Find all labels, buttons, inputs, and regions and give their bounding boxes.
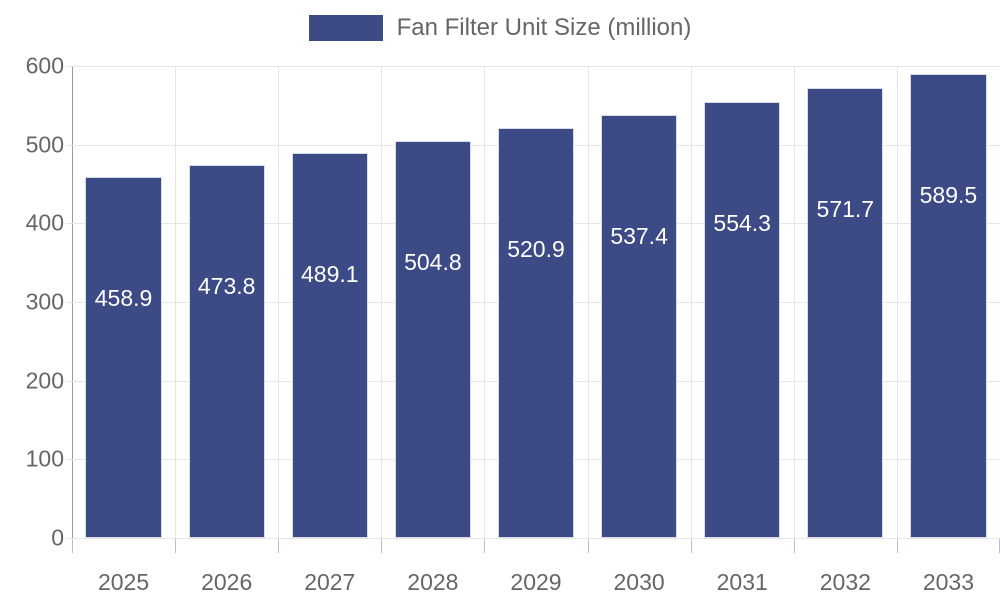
bar-value-label: 504.8 [404, 248, 462, 275]
bar[interactable] [704, 101, 781, 538]
bar-value-label: 489.1 [300, 261, 359, 288]
bar[interactable] [910, 74, 987, 538]
x-tick-label: 2032 [819, 569, 871, 595]
bar-value-label: 520.9 [507, 236, 565, 263]
x-tick-label: 2025 [97, 569, 150, 595]
gridline-vertical [484, 66, 485, 538]
y-tick-label: 500 [25, 131, 64, 158]
x-tick-mark [691, 539, 692, 553]
gridline-vertical [381, 66, 382, 538]
gridline-vertical [175, 66, 176, 538]
bar-value-label: 473.8 [197, 273, 256, 300]
bar[interactable] [291, 153, 368, 538]
gridline-vertical [588, 66, 589, 538]
y-tick-label: 100 [25, 445, 64, 472]
y-tick-label: 600 [25, 52, 64, 79]
y-tick-mark [66, 538, 73, 539]
x-tick-label: 2030 [613, 569, 665, 595]
chart-legend: Fan Filter Unit Size (million) [0, 8, 1000, 48]
legend-swatch-fan-filter-unit-size[interactable] [308, 15, 383, 41]
gridline-horizontal [72, 66, 1000, 67]
bar-value-label: 571.7 [816, 196, 875, 223]
bar[interactable] [497, 128, 575, 538]
y-tick-mark [66, 223, 73, 225]
gridline-vertical [278, 66, 279, 538]
x-tick-mark [72, 539, 73, 553]
y-tick-mark [66, 66, 73, 67]
bar[interactable] [600, 115, 678, 538]
y-tick-mark [66, 459, 73, 461]
bar[interactable] [188, 165, 265, 538]
gridline-vertical [794, 66, 795, 538]
y-axis-ticks: 0 100 200 300 400 500 600 [0, 0, 73, 600]
x-tick-label: 2028 [407, 569, 459, 595]
x-tick-mark [794, 539, 795, 553]
bar-value-label: 537.4 [610, 223, 668, 250]
y-tick-mark [66, 144, 73, 146]
x-tick-label: 2026 [201, 569, 253, 595]
y-tick-label: 0 [51, 524, 64, 551]
x-tick-mark [175, 539, 176, 553]
bar[interactable] [807, 88, 884, 538]
x-tick-label: 2031 [716, 569, 768, 595]
y-tick-label: 200 [25, 367, 64, 394]
y-tick-label: 400 [25, 209, 64, 236]
y-tick-mark [66, 380, 73, 382]
x-tick-mark [484, 539, 485, 553]
bar-value-label: 554.3 [713, 209, 771, 236]
bar-value-label: 589.5 [919, 182, 978, 209]
bar[interactable] [394, 140, 472, 538]
bar-value-label: 458.9 [94, 284, 153, 311]
bar[interactable] [85, 176, 162, 538]
x-tick-mark [897, 539, 898, 553]
legend-label-fan-filter-unit-size[interactable]: Fan Filter Unit Size (million) [396, 14, 692, 41]
x-tick-label: 2029 [510, 569, 562, 595]
gridline-vertical [691, 66, 692, 538]
y-tick-mark [66, 302, 73, 303]
x-tick-mark [588, 539, 589, 553]
x-tick-mark [381, 539, 382, 553]
x-tick-label: 2033 [922, 569, 975, 595]
x-tick-mark [278, 539, 279, 553]
y-tick-label: 300 [25, 288, 64, 315]
gridline-horizontal [72, 538, 1000, 539]
plot-area: 458.9 473.8 489.1 504.8 520.9 537.4 554.3 571.7… [72, 66, 1000, 539]
gridline-vertical [897, 66, 898, 538]
x-tick-label: 2027 [304, 569, 356, 595]
